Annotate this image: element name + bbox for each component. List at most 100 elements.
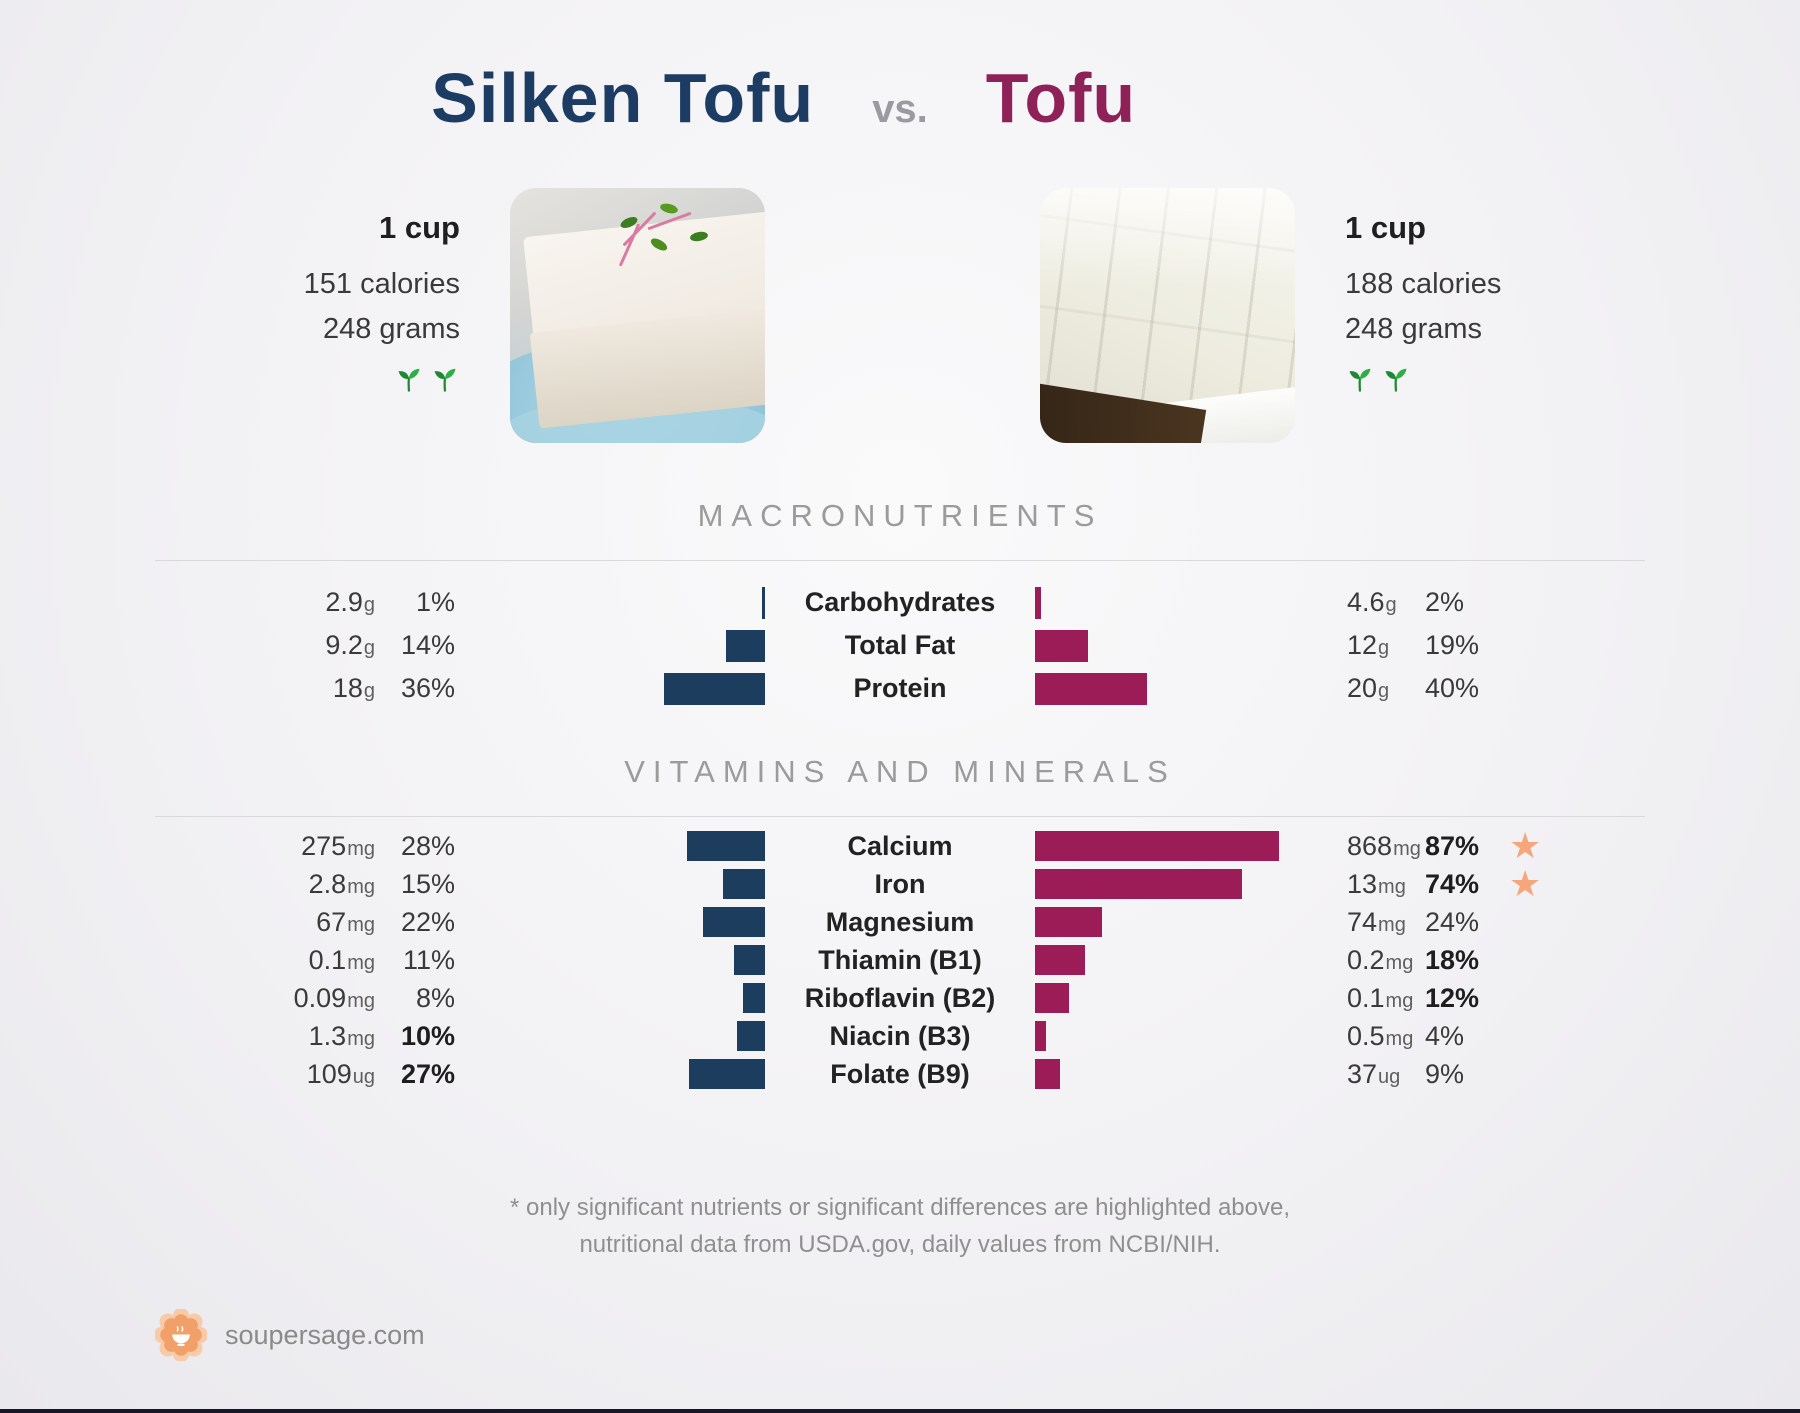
silken-bar xyxy=(737,1021,765,1051)
silken-dv-pct: 8% xyxy=(415,982,455,1013)
nutrient-label: Riboflavin (B2) xyxy=(804,982,996,1013)
silken-bar xyxy=(689,1059,765,1089)
tofu-bar xyxy=(1035,1021,1046,1051)
macro-row-total-fat: 9.2g 14% Total Fat 12g 19% xyxy=(155,624,1800,667)
silken-dv-pct: 14% xyxy=(400,630,455,660)
silken-bar xyxy=(687,831,765,861)
soup-bowl-flower-icon xyxy=(155,1309,207,1361)
tofu-dv-pct: 2% xyxy=(1425,587,1465,617)
tofu-dv-pct: 19% xyxy=(1425,630,1480,660)
tofu-amount: 868mg xyxy=(1347,830,1421,861)
serving-comparison: 1 cup 151 calories 248 grams 1 cup 188 c… xyxy=(0,188,1800,446)
tofu-photo xyxy=(1040,188,1295,443)
divider xyxy=(155,816,1645,817)
title-silken-tofu: Silken Tofu xyxy=(431,59,815,137)
silken-dv-pct: 15% xyxy=(400,868,455,899)
star-icon: ★ xyxy=(1509,863,1542,904)
tofu-bar xyxy=(1035,831,1279,861)
tofu-bar xyxy=(1035,586,1041,619)
silken-bar xyxy=(743,983,765,1013)
calories: 188 calories xyxy=(1345,268,1502,300)
tofu-dv-pct: 4% xyxy=(1425,1020,1465,1051)
silken-tofu-photo xyxy=(510,188,765,443)
footnote-line-1: * only significant nutrients or signific… xyxy=(509,1194,1291,1221)
tofu-dv-pct: 9% xyxy=(1425,1058,1465,1089)
nutrient-label: Iron xyxy=(874,868,926,899)
serving-size: 1 cup xyxy=(379,210,460,245)
tofu-bar xyxy=(1035,869,1242,899)
nutrient-label: Folate (B9) xyxy=(830,1058,970,1089)
footnote-line-2: nutritional data from USDA.gov, daily va… xyxy=(579,1231,1221,1259)
macronutrients-heading: MACRONUTRIENTS xyxy=(697,498,1103,533)
tofu-amount: 74mg xyxy=(1347,906,1406,937)
vitamin-row-calcium: 275mg 28% Calcium 868mg 87% ★ xyxy=(155,827,1800,865)
silken-amount: 0.1mg xyxy=(308,944,375,975)
vitamin-row-thiamin-b1: 0.1mg 11% Thiamin (B1) 0.2mg 18% ★ xyxy=(155,941,1800,979)
calories: 151 calories xyxy=(303,268,460,300)
tofu-dv-pct: 87% xyxy=(1425,830,1480,861)
silken-dv-pct: 36% xyxy=(400,673,455,703)
silken-bar xyxy=(734,945,765,975)
tofu-bar xyxy=(1035,945,1085,975)
tofu-amount: 20g xyxy=(1347,673,1390,703)
silken-bar xyxy=(664,672,765,705)
bottom-border xyxy=(0,1409,1800,1413)
tofu-bar xyxy=(1035,907,1102,937)
silken-amount: 1.3mg xyxy=(308,1020,375,1051)
silken-dv-pct: 11% xyxy=(402,944,455,975)
brand-footer: soupersage.com xyxy=(155,1309,425,1361)
tofu-dv-pct: 40% xyxy=(1425,673,1480,703)
tofu-amount: 13mg xyxy=(1347,868,1406,899)
tofu-amount: 0.1mg xyxy=(1347,982,1414,1013)
silken-amount: 2.9g xyxy=(325,587,375,617)
tofu-bar xyxy=(1035,629,1088,662)
nutrient-label: Calcium xyxy=(847,830,953,861)
silken-bar xyxy=(726,629,765,662)
nutrient-label: Total Fat xyxy=(844,630,956,660)
tofu-amount: 0.2mg xyxy=(1347,944,1414,975)
silken-amount: 9.2g xyxy=(325,630,375,660)
vitamin-row-niacin-b3: 1.3mg 10% Niacin (B3) 0.5mg 4% ★ xyxy=(155,1017,1800,1055)
tofu-bar xyxy=(1035,983,1069,1013)
title-tofu: Tofu xyxy=(985,59,1137,137)
sprout-icon xyxy=(398,368,420,392)
silken-amount: 67mg xyxy=(316,906,375,937)
nutrient-label: Carbohydrates xyxy=(804,587,996,617)
site-url[interactable]: soupersage.com xyxy=(225,1319,425,1350)
silken-bar xyxy=(703,907,765,937)
macro-row-protein: 18g 36% Protein 20g 40% xyxy=(155,667,1800,710)
divider xyxy=(155,560,1645,561)
nutrient-label: Thiamin (B1) xyxy=(818,944,982,975)
tofu-amount: 4.6g xyxy=(1347,587,1397,617)
macro-row-carbohydrates: 2.9g 1% Carbohydrates 4.6g 2% xyxy=(155,581,1800,624)
grams: 248 grams xyxy=(322,313,460,345)
silken-amount: 18g xyxy=(332,673,375,703)
grams: 248 grams xyxy=(1345,313,1483,345)
tofu-dv-pct: 74% xyxy=(1425,868,1480,899)
vitamins-heading: VITAMINS AND MINERALS xyxy=(624,754,1176,789)
vitamins-chart: 275mg 28% Calcium 868mg 87% ★ 2.8mg 15% … xyxy=(0,827,1800,1093)
nutrient-label: Protein xyxy=(853,673,947,703)
tofu-amount: 37ug xyxy=(1347,1058,1401,1089)
macronutrients-chart: 2.9g 1% Carbohydrates 4.6g 2% 9.2g 14% T… xyxy=(0,581,1800,710)
vs-label: vs. xyxy=(872,87,928,131)
vegan-badges xyxy=(394,364,460,394)
header: Silken Tofu vs. Tofu xyxy=(0,0,1800,138)
silken-tofu-serving-info: 1 cup 151 calories 248 grams xyxy=(0,188,460,446)
vegan-badges xyxy=(1345,364,1411,394)
nutrient-label: Niacin (B3) xyxy=(829,1020,971,1051)
tofu-bar xyxy=(1035,672,1147,705)
sprout-icon xyxy=(1385,368,1407,392)
silken-amount: 275mg xyxy=(301,830,375,861)
silken-amount: 109ug xyxy=(306,1058,375,1089)
tofu-serving-info: 1 cup 188 calories 248 grams xyxy=(1345,188,1800,446)
silken-dv-pct: 22% xyxy=(400,906,455,937)
serving-size: 1 cup xyxy=(1345,210,1426,245)
silken-amount: 2.8mg xyxy=(308,868,375,899)
sprout-icon xyxy=(434,368,456,392)
silken-dv-pct: 27% xyxy=(400,1058,455,1089)
silken-dv-pct: 1% xyxy=(415,587,455,617)
vitamin-row-riboflavin-b2: 0.09mg 8% Riboflavin (B2) 0.1mg 12% ★ xyxy=(155,979,1800,1017)
silken-dv-pct: 10% xyxy=(400,1020,455,1051)
silken-bar xyxy=(762,586,765,619)
